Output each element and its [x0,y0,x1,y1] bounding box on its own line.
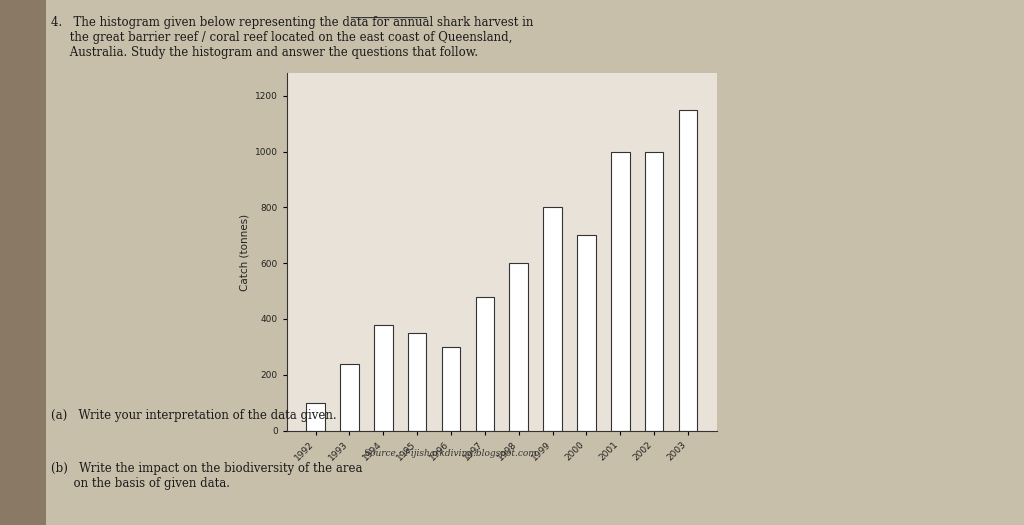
Bar [679,110,697,430]
Y-axis label: Catch (tonnes): Catch (tonnes) [240,214,249,290]
Text: (b)   Write the impact on the biodiversity of the area
      on the basis of giv: (b) Write the impact on the biodiversity… [51,462,362,490]
Bar [475,297,495,430]
Text: 4.   The histogram given below representing the data for annual shark harvest in: 4. The histogram given below representin… [51,16,534,59]
Bar [340,363,358,430]
Bar [306,403,325,430]
Text: Source : Fijisharkdiving.blogspot.com: Source : Fijisharkdiving.blogspot.com [364,449,537,458]
Bar [578,235,596,430]
Bar [441,347,461,430]
Bar [543,207,562,430]
Bar [509,263,528,430]
Bar [374,324,392,430]
Text: (a)   Write your interpretation of the data given.: (a) Write your interpretation of the dat… [51,410,337,423]
Bar [611,152,630,430]
Bar [408,333,426,430]
Text: ___________: ___________ [350,5,428,19]
Bar [645,152,664,430]
